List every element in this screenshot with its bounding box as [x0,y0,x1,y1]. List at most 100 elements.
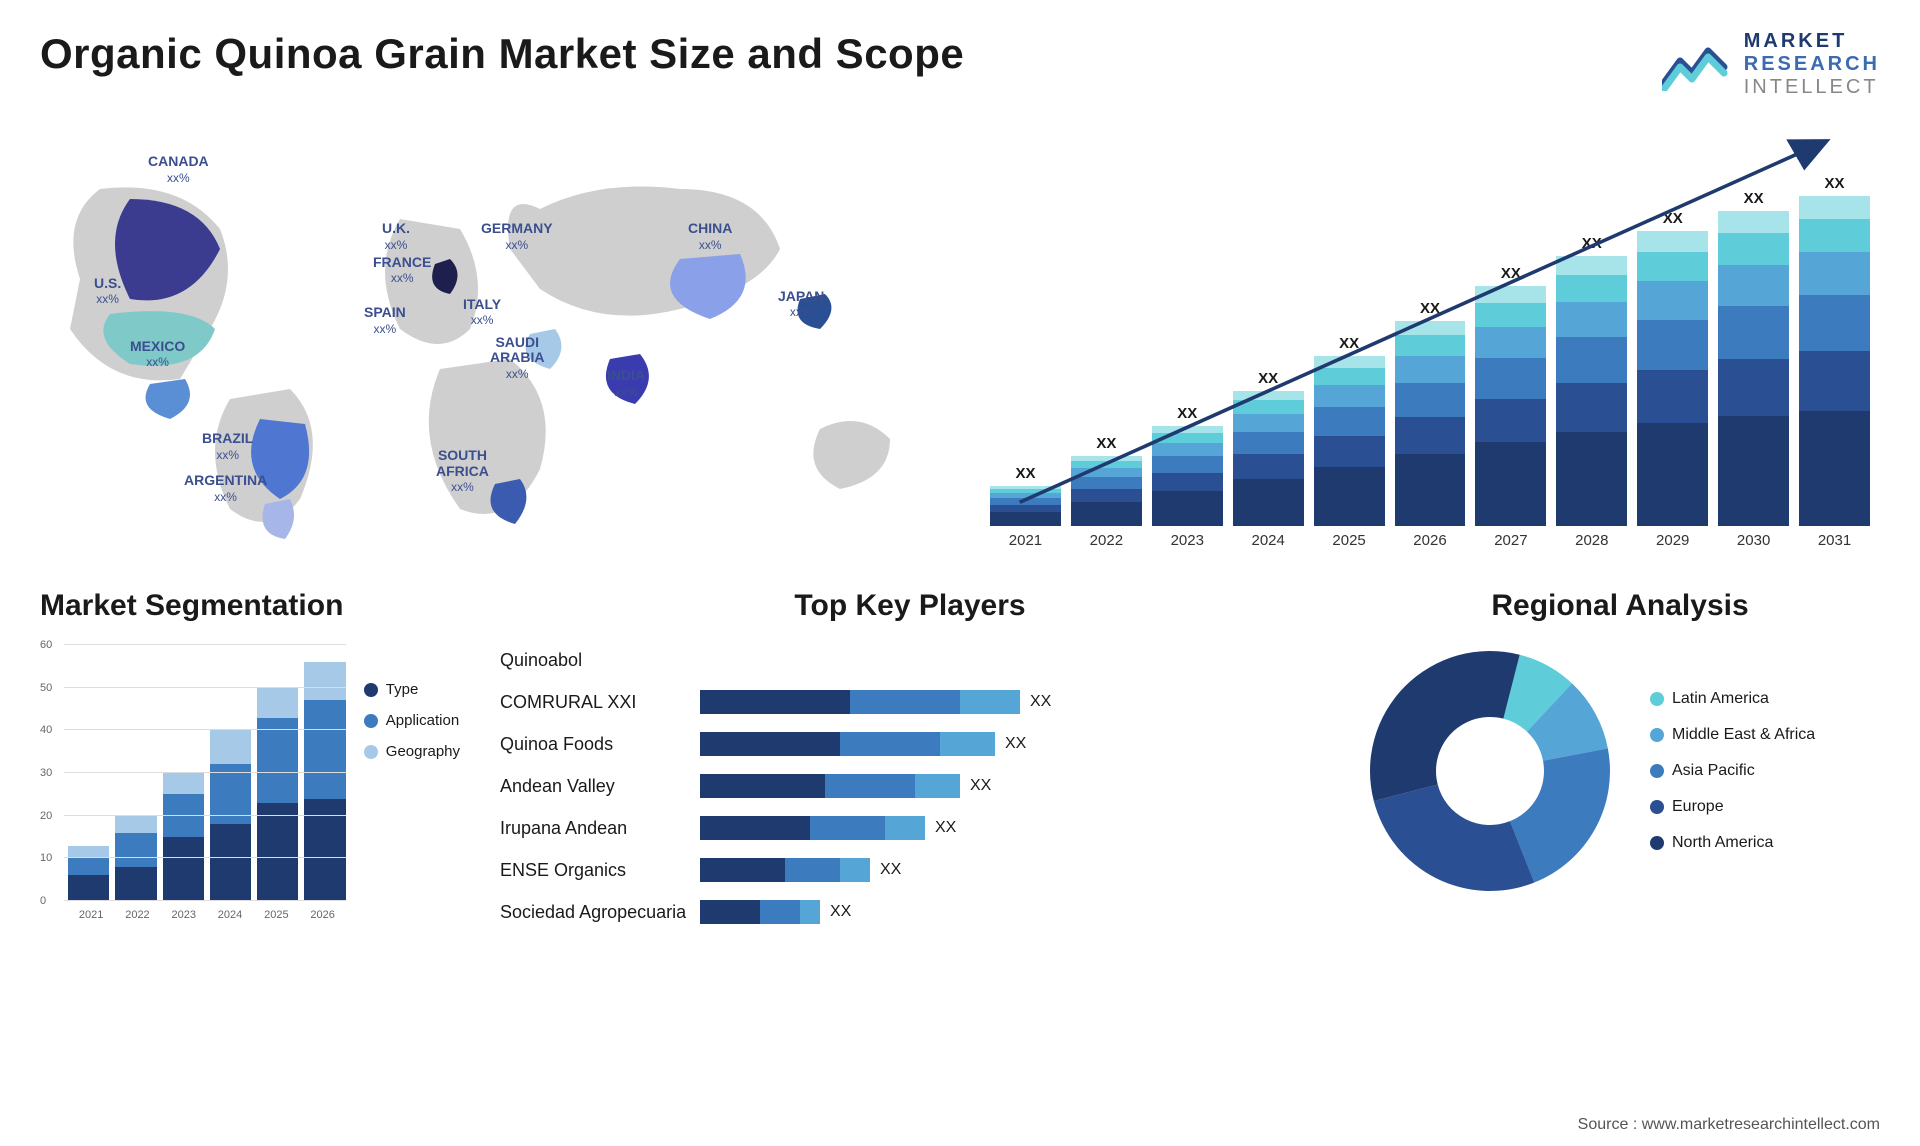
bar-value-label: XX [1096,435,1116,452]
brand-logo: MARKET RESEARCH INTELLECT [1662,30,1880,99]
map-country-label: CHINAxx% [688,221,732,252]
regional-donut-chart [1360,641,1620,901]
seg-xtick: 2021 [68,909,114,921]
main-bar-col: XX2026 [1395,300,1466,549]
segmentation-legend: TypeApplicationGeography [364,641,460,760]
player-value: XX [830,903,851,921]
main-bar-col: XX 2030 [1718,190,1789,549]
region-legend-item: North America [1650,834,1815,852]
seg-ytick: 60 [40,639,52,651]
map-country-label: MEXICOxx% [130,339,185,370]
seg-ytick: 40 [40,724,52,736]
bar-value-label: XX [1744,190,1764,207]
logo-line3: INTELLECT [1744,76,1880,99]
bar-year-label: 2027 [1494,532,1527,549]
players-title: Top Key Players [500,589,1320,623]
bar-year-label: 2024 [1251,532,1284,549]
player-bar [700,900,820,924]
segmentation-chart: 202120222023202420252026 0102030405060 [40,641,346,921]
world-map-panel: CANADAxx% U.S.xx% MEXICOxx% BRAZILxx% ARGENT… [40,129,940,549]
page-title: Organic Quinoa Grain Market Size and Sco… [40,30,964,78]
player-bar [700,690,1020,714]
seg-bar-col [163,773,204,901]
main-bar-col: XX2025 [1314,335,1385,549]
seg-ytick: 0 [40,895,46,907]
player-value: XX [1030,693,1051,711]
donut-slice [1370,651,1520,801]
logo-line1: MARKET [1744,30,1880,53]
bar-value-label: XX [1015,465,1035,482]
player-value: XX [970,777,991,795]
region-legend-item: Europe [1650,798,1815,816]
regional-legend: Latin America Middle East & Africa Asia Pa… [1650,690,1815,852]
segmentation-panel: Market Segmentation 20212022202320242025… [40,589,460,939]
bar-value-label: XX [1663,210,1683,227]
map-country-label: U.K.xx% [382,221,410,252]
map-country-label: JAPANxx% [778,289,824,320]
map-country-label: CANADAxx% [148,154,209,185]
bar-value-label: XX [1258,370,1278,387]
bar-value-label: XX [1339,335,1359,352]
seg-legend-item: Application [364,712,460,729]
bar-value-label: XX [1582,235,1602,252]
player-name: COMRURAL XXI [500,692,700,713]
bar-value-label: XX [1177,405,1197,422]
main-bar-chart: XX2021XX2022XX2023XX2024XX2025XX2026XX20… [980,129,1880,549]
main-bar-col: XX 2022 [1071,435,1142,549]
seg-bar-col [257,688,298,901]
map-country-label: SAUDIARABIAxx% [490,335,544,381]
map-country-label: ITALYxx% [463,297,501,328]
bar-year-label: 2030 [1737,532,1770,549]
map-country-label: U.S.xx% [94,276,121,307]
player-row: Quinoa Foods XX [500,725,1320,763]
seg-xtick: 2024 [207,909,253,921]
map-country-label: SPAINxx% [364,305,406,336]
seg-xtick: 2026 [299,909,345,921]
player-name: Sociedad Agropecuaria [500,902,700,923]
player-name: Irupana Andean [500,818,700,839]
player-bar [700,816,925,840]
seg-legend-item: Geography [364,743,460,760]
row-bottom: Market Segmentation 20212022202320242025… [40,589,1880,939]
bar-year-label: 2022 [1090,532,1123,549]
region-legend-item: Asia Pacific [1650,762,1815,780]
row-top: CANADAxx% U.S.xx% MEXICOxx% BRAZILxx% ARGENT… [40,129,1880,549]
main-bar-col: XX 2023 [1152,405,1223,549]
logo-mark-icon [1662,39,1732,91]
player-bar [700,774,960,798]
seg-ytick: 10 [40,852,52,864]
seg-ytick: 20 [40,810,52,822]
seg-bar-col [68,846,109,901]
main-bar-col: XX 2021 [990,465,1061,549]
player-row: ENSE OrganicsXX [500,851,1320,889]
player-name: Quinoa Foods [500,734,700,755]
region-legend-item: Latin America [1650,690,1815,708]
header: Organic Quinoa Grain Market Size and Sco… [40,30,1880,99]
bar-year-label: 2021 [1009,532,1042,549]
map-country-label: ARGENTINAxx% [184,473,267,504]
seg-xtick: 2023 [161,909,207,921]
seg-ytick: 30 [40,767,52,779]
player-value: XX [1005,735,1026,753]
seg-bar-col [115,816,156,901]
seg-bar-col [304,662,345,901]
region-legend-item: Middle East & Africa [1650,726,1815,744]
map-country-label: BRAZILxx% [202,431,253,462]
bar-year-label: 2023 [1171,532,1204,549]
main-bar-col: XX 2024 [1233,370,1304,549]
player-row: Quinoabol [500,641,1320,679]
player-row: Andean ValleyXX [500,767,1320,805]
map-country-label: FRANCExx% [373,255,431,286]
main-bar-col: XX2027 [1475,265,1546,549]
donut-slice [1374,784,1535,891]
main-bar-col: XX2031 [1799,175,1870,549]
map-country-label: GERMANYxx% [481,221,553,252]
seg-xtick: 2022 [114,909,160,921]
bar-year-label: 2029 [1656,532,1689,549]
segmentation-title: Market Segmentation [40,589,460,623]
player-value: XX [880,861,901,879]
player-name: Quinoabol [500,650,700,671]
regional-title: Regional Analysis [1360,589,1880,623]
player-bar [700,858,870,882]
map-country-label: INDIAxx% [607,368,645,399]
